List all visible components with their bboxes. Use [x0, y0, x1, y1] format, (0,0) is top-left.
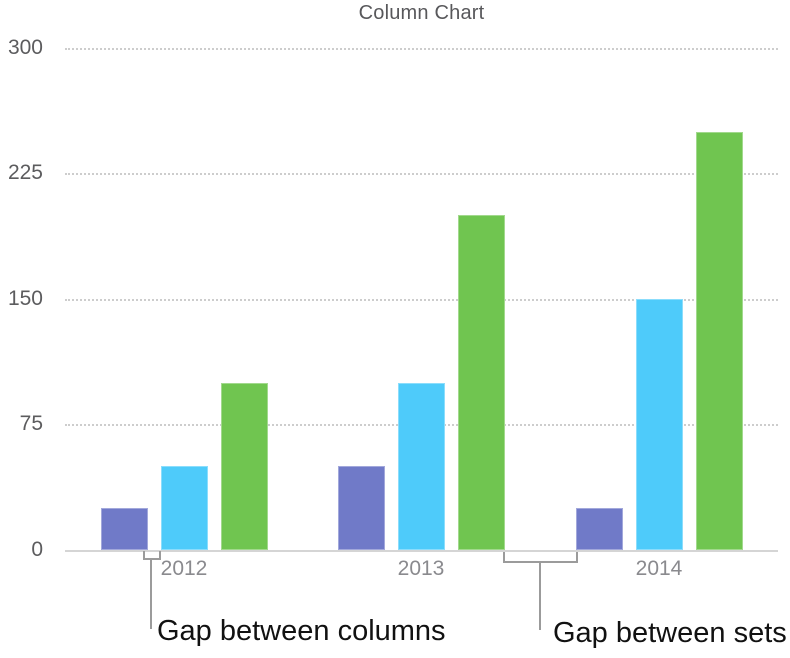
bar-2013-green-series: [457, 215, 505, 550]
x-axis-label-2013: 2013: [397, 557, 445, 580]
bar-2012-purple-series: [100, 508, 148, 550]
y-axis-tick-0: 0: [31, 538, 43, 561]
gap-between-sets-callout-line: [539, 561, 541, 630]
y-axis-tick-75: 75: [19, 412, 43, 435]
bar-2013-cyan-series: [397, 383, 445, 550]
bar-2012-cyan-series: [160, 466, 208, 550]
bar-2012-green-series: [220, 383, 268, 550]
bar-2014-cyan-series: [635, 299, 683, 550]
y-axis-tick-225: 225: [7, 161, 43, 184]
gridline-300: [65, 48, 778, 50]
gap-between-columns-callout-line: [150, 558, 152, 629]
chart-title: Column Chart: [358, 2, 485, 24]
bars-container: [65, 48, 778, 550]
gridline-150: [65, 299, 778, 301]
gridline-225: [65, 173, 778, 175]
x-axis-label-2014: 2014: [635, 557, 683, 580]
y-axis-tick-150: 150: [7, 287, 43, 310]
gap-between-sets-label: Gap between sets: [553, 617, 787, 649]
bar-2013-purple-series: [337, 466, 385, 550]
x-axis-label-2012: 2012: [160, 557, 208, 580]
bar-2014-green-series: [695, 132, 743, 550]
bar-2014-purple-series: [575, 508, 623, 550]
gap-between-columns-label: Gap between columns: [157, 615, 446, 647]
gap-between-columns-bracket: [143, 551, 161, 560]
y-axis-tick-300: 300: [7, 36, 43, 59]
plot-area: [65, 48, 778, 552]
